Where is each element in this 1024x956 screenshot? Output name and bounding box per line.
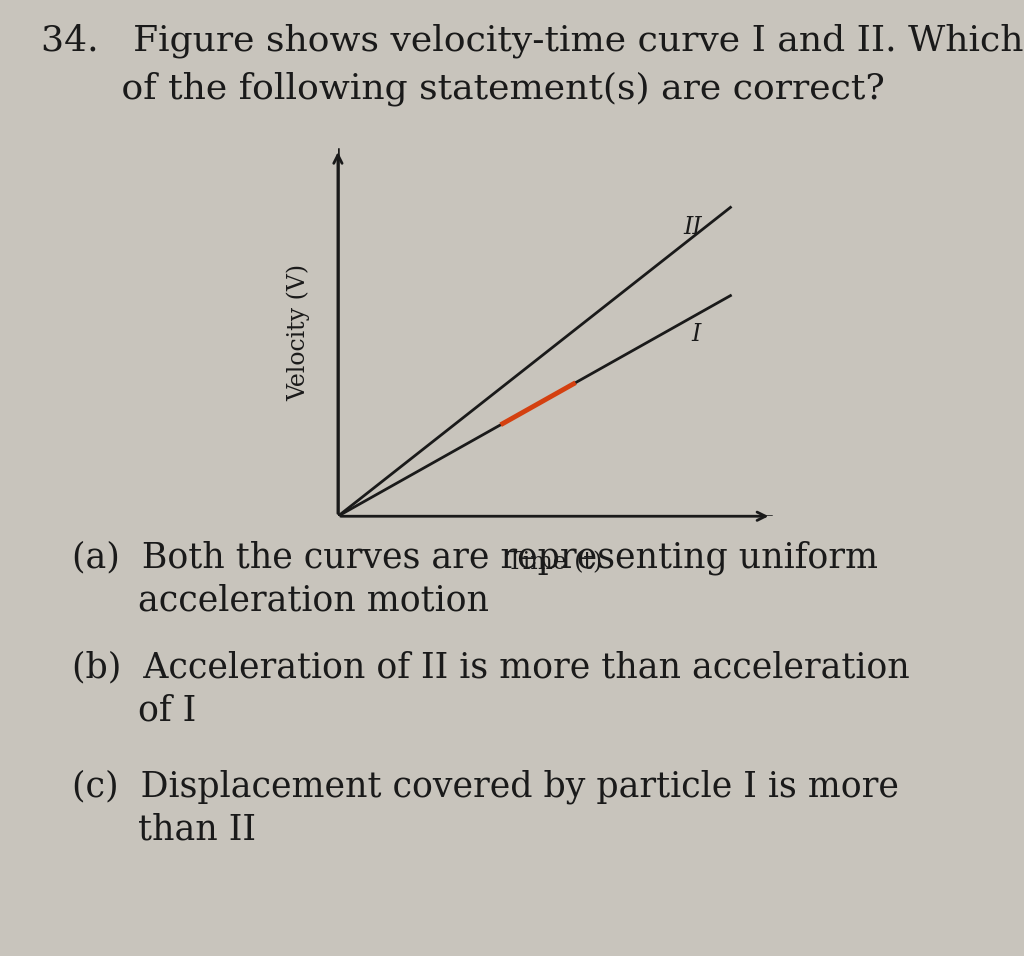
Text: 34.   Figure shows velocity-time curve I and II. Which: 34. Figure shows velocity-time curve I a… <box>41 24 1023 58</box>
Text: II: II <box>683 216 702 239</box>
Text: (a)  Both the curves are representing uniform: (a) Both the curves are representing uni… <box>72 540 878 575</box>
Text: (b)  Acceleration of II is more than acceleration: (b) Acceleration of II is more than acce… <box>72 650 909 684</box>
Text: than II: than II <box>72 813 256 847</box>
Text: of the following statement(s) are correct?: of the following statement(s) are correc… <box>41 72 885 106</box>
Text: I: I <box>691 323 700 346</box>
Text: of I: of I <box>72 693 196 728</box>
Text: Time (t): Time (t) <box>507 552 602 575</box>
Text: acceleration motion: acceleration motion <box>72 583 488 618</box>
Text: (c)  Displacement covered by particle I is more: (c) Displacement covered by particle I i… <box>72 770 898 804</box>
Text: Velocity (V): Velocity (V) <box>287 264 310 402</box>
